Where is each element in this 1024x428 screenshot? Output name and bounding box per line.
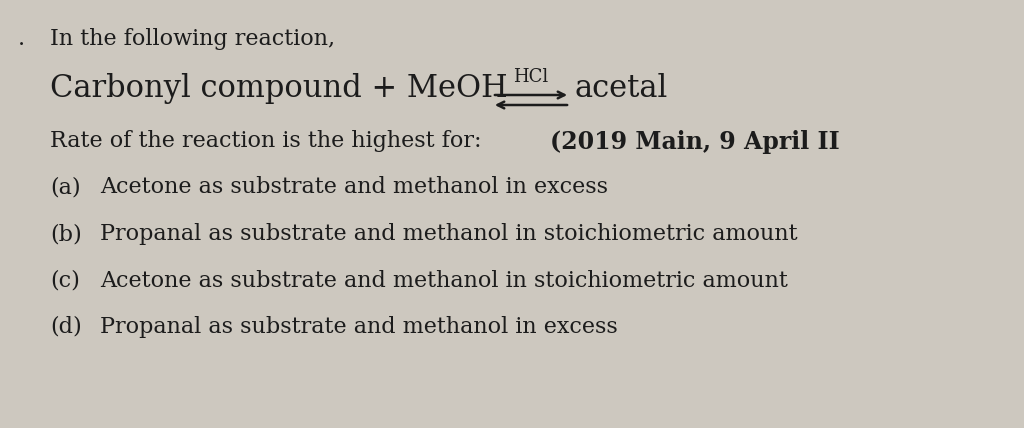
Text: Propanal as substrate and methanol in excess: Propanal as substrate and methanol in ex… xyxy=(100,316,617,338)
Text: HCl: HCl xyxy=(513,68,549,86)
Text: In the following reaction,: In the following reaction, xyxy=(50,28,335,50)
Text: Rate of the reaction is the highest for:: Rate of the reaction is the highest for: xyxy=(50,130,481,152)
Text: (d): (d) xyxy=(50,316,82,338)
Text: Carbonyl compound + MeOH: Carbonyl compound + MeOH xyxy=(50,73,508,104)
Text: (2019 Main, 9 April II: (2019 Main, 9 April II xyxy=(550,130,840,154)
Text: Acetone as substrate and methanol in excess: Acetone as substrate and methanol in exc… xyxy=(100,176,608,198)
Text: (b): (b) xyxy=(50,223,82,245)
Text: (c): (c) xyxy=(50,270,80,292)
Text: Propanal as substrate and methanol in stoichiometric amount: Propanal as substrate and methanol in st… xyxy=(100,223,798,245)
Text: (a): (a) xyxy=(50,176,81,198)
Text: .: . xyxy=(18,28,26,50)
Text: acetal: acetal xyxy=(575,73,669,104)
Text: Acetone as substrate and methanol in stoichiometric amount: Acetone as substrate and methanol in sto… xyxy=(100,270,787,292)
